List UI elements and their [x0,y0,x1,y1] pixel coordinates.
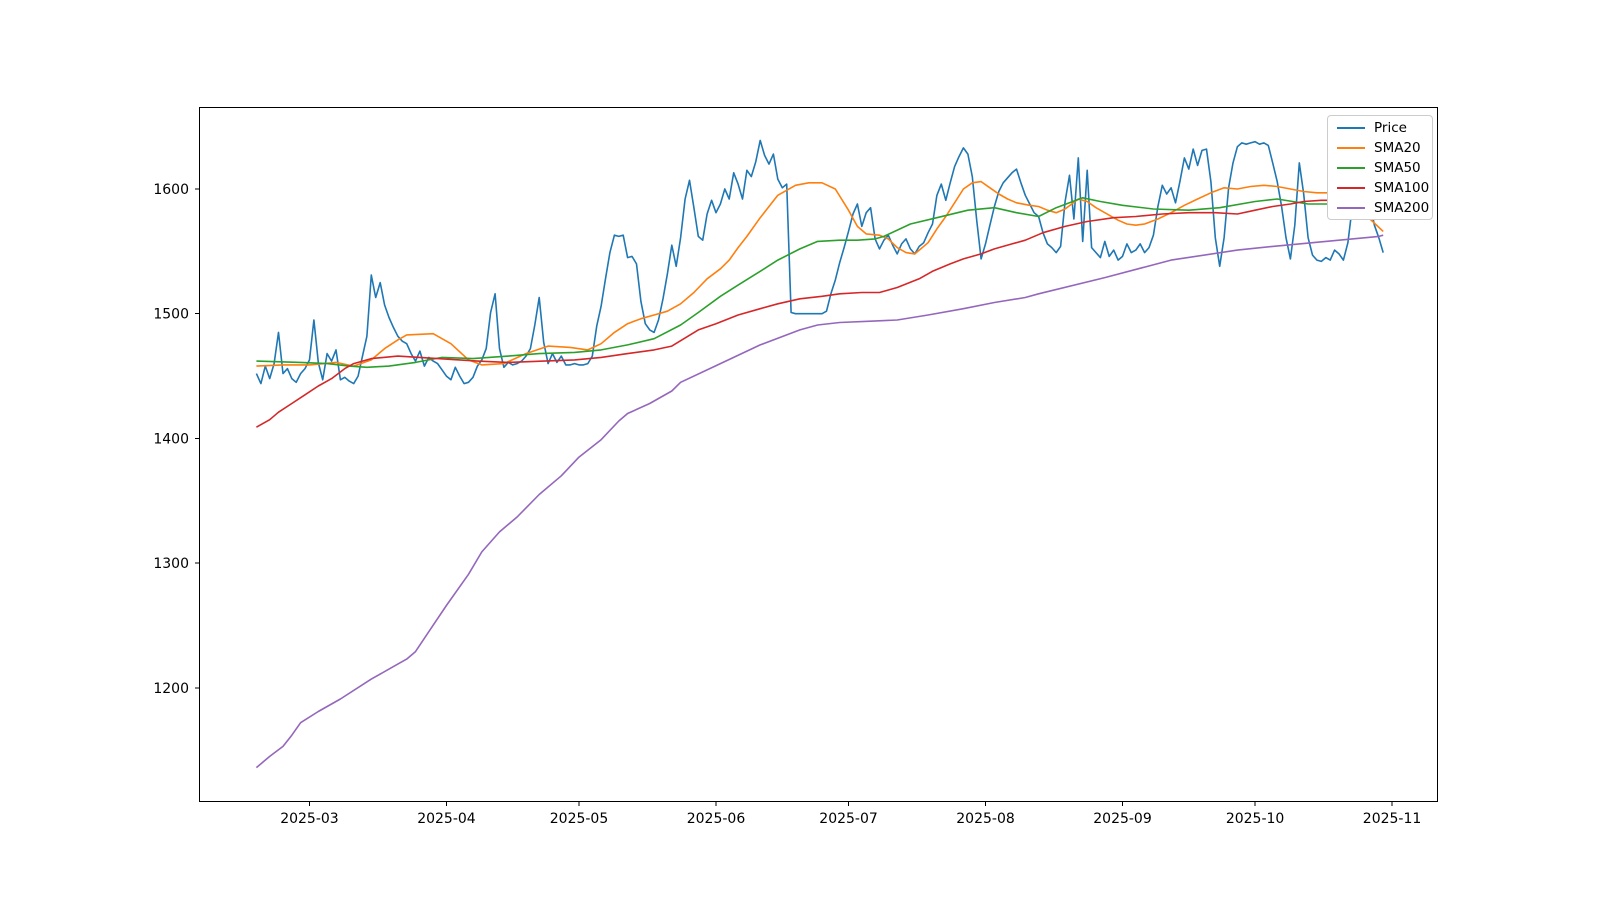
sma100-line-swatch-icon [1337,186,1365,189]
legend-label: Price [1374,119,1407,136]
legend-entry-sma100: SMA100 [1337,178,1429,198]
legend: Price SMA20 SMA50 SMA100 SMA200 [1327,115,1433,220]
legend-label: SMA50 [1374,159,1421,176]
sma20-line [256,180,1384,367]
x-tick-label: 2025-03 [280,811,339,827]
sma50-line-swatch-icon [1337,166,1365,169]
legend-entry-sma50: SMA50 [1337,158,1424,178]
legend-label: SMA200 [1374,199,1430,216]
price-line [255,139,1384,385]
legend-entry-sma20: SMA20 [1337,138,1424,158]
x-tick-label: 2025-05 [550,811,609,827]
x-tick-label: 2025-09 [1093,811,1152,827]
legend-label: SMA100 [1374,179,1430,196]
x-tick-label: 2025-11 [1363,811,1422,827]
x-tick-label: 2025-06 [687,811,746,827]
sma200-line-swatch-icon [1337,206,1365,209]
y-tick-label: 1500 [153,307,189,323]
legend-entry-price: Price [1337,118,1424,138]
y-tick-label: 1200 [153,681,189,697]
y-tick-label: 1300 [153,556,189,572]
sma50-line [256,197,1384,369]
x-tick-label: 2025-10 [1226,811,1285,827]
x-tick-label: 2025-04 [417,811,476,827]
legend-entry-sma200: SMA200 [1337,198,1429,218]
series-lines [255,139,1384,769]
sma100-line [256,199,1384,428]
y-tick-label: 1400 [153,431,189,447]
y-tick-label: 1600 [153,182,189,198]
sma200-line [255,234,1384,769]
price-line-swatch-icon [1337,126,1365,129]
legend-label: SMA20 [1374,139,1421,156]
x-tick-label: 2025-08 [956,811,1015,827]
plot-border [199,107,1438,802]
x-tick-label: 2025-07 [819,811,878,827]
sma20-line-swatch-icon [1337,146,1365,149]
